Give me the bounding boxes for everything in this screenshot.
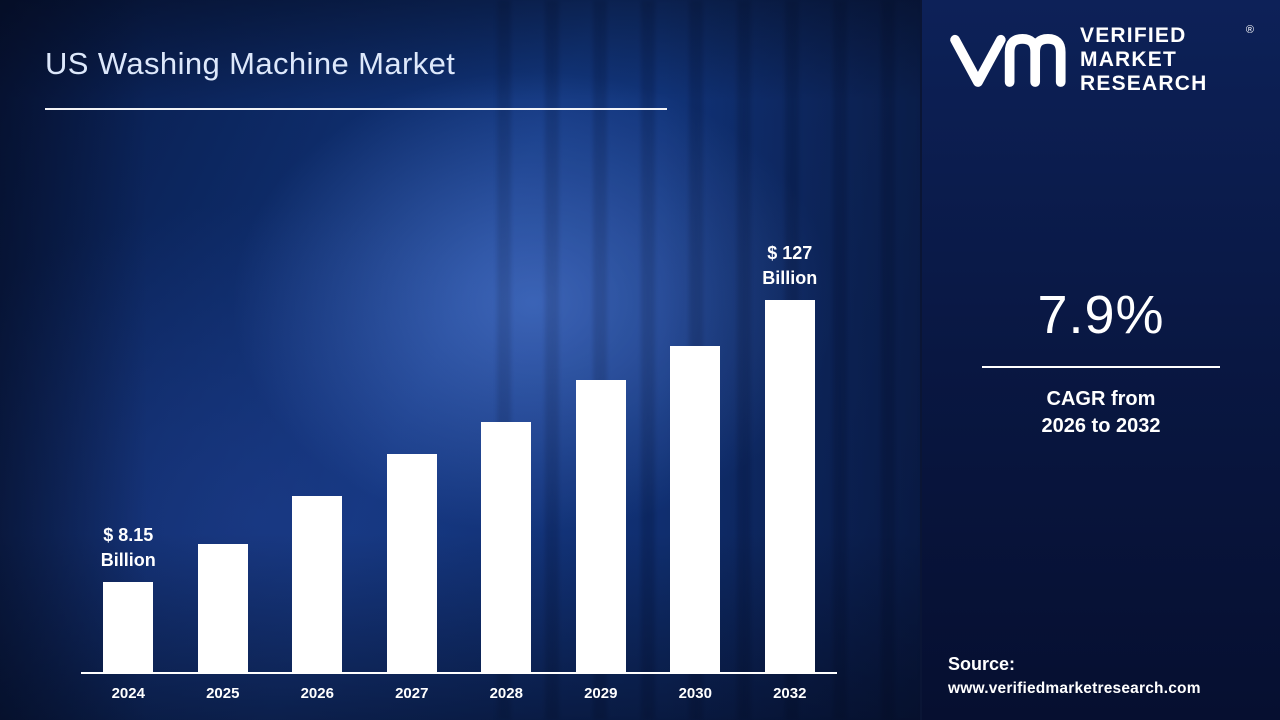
bar-value-label: $ 8.15 Billion [100, 524, 156, 570]
bar-chart-years: 2024 2025 2026 2027 2028 2029 2030 2032 [81, 674, 837, 704]
x-axis-label: 2029 [584, 685, 618, 702]
source-block: Source: www.verifiedmarketresearch.com [948, 654, 1254, 698]
bar-chart: $ 8.15 Billion $ 127 Billion 2024 2025 2026 20… [81, 220, 837, 704]
brand-logo: VERIFIED MARKET RESEARCH ® [948, 24, 1254, 96]
bar-value-label: $ 127 Billion [762, 242, 818, 288]
bar-column [270, 220, 365, 672]
chart-content: US Washing Machine Market $ 8.15 Billion $… [45, 46, 837, 704]
bar [103, 582, 154, 672]
bar-column [176, 220, 271, 672]
source-label: Source: [948, 654, 1016, 674]
bar-column [648, 220, 743, 672]
x-axis-label: 2026 [300, 685, 334, 702]
source-url: www.verifiedmarketresearch.com [948, 680, 1201, 697]
bar-chart-bars: $ 8.15 Billion $ 127 Billion [81, 220, 837, 672]
x-axis-label: 2030 [678, 685, 712, 702]
bar-column [554, 220, 649, 672]
registered-trademark-symbol: ® [1245, 24, 1254, 36]
bar [292, 496, 343, 672]
title-underline [45, 108, 667, 110]
brand-word-3: RESEARCH [1080, 72, 1208, 96]
bar [575, 380, 626, 672]
bar-column: $ 8.15 Billion [81, 220, 176, 672]
bar [386, 454, 437, 672]
vmr-logo-icon [948, 28, 1066, 92]
cagr-underline [982, 366, 1220, 369]
cagr-caption-line-1: CAGR from [1046, 388, 1156, 411]
cagr-caption: CAGR from 2026 to 2032 [948, 386, 1254, 440]
x-axis-label: 2032 [773, 685, 807, 702]
x-axis-label: 2025 [206, 685, 240, 702]
bar-column [459, 220, 554, 672]
x-axis-label: 2027 [395, 685, 429, 702]
cagr-caption-line-2: 2026 to 2032 [1041, 415, 1161, 438]
chart-section: US Washing Machine Market $ 8.15 Billion $… [0, 0, 920, 720]
brand-wordmark: VERIFIED MARKET RESEARCH [1080, 24, 1207, 96]
bar-column: $ 127 Billion [743, 220, 838, 672]
page-title: US Washing Machine Market [45, 46, 456, 81]
info-panel: VERIFIED MARKET RESEARCH ® 7.9% CAGR fro… [920, 0, 1280, 720]
brand-word-1: VERIFIED [1080, 24, 1187, 47]
brand-word-2: MARKET [1080, 48, 1178, 72]
x-axis-label: 2028 [489, 685, 523, 702]
bar-column [365, 220, 460, 672]
cagr-value: 7.9% [1037, 285, 1165, 346]
x-axis-line [81, 672, 837, 674]
bar [764, 300, 815, 672]
bar [670, 346, 721, 672]
x-axis-label: 2024 [111, 685, 145, 702]
bar [481, 422, 532, 672]
bar [197, 544, 248, 672]
